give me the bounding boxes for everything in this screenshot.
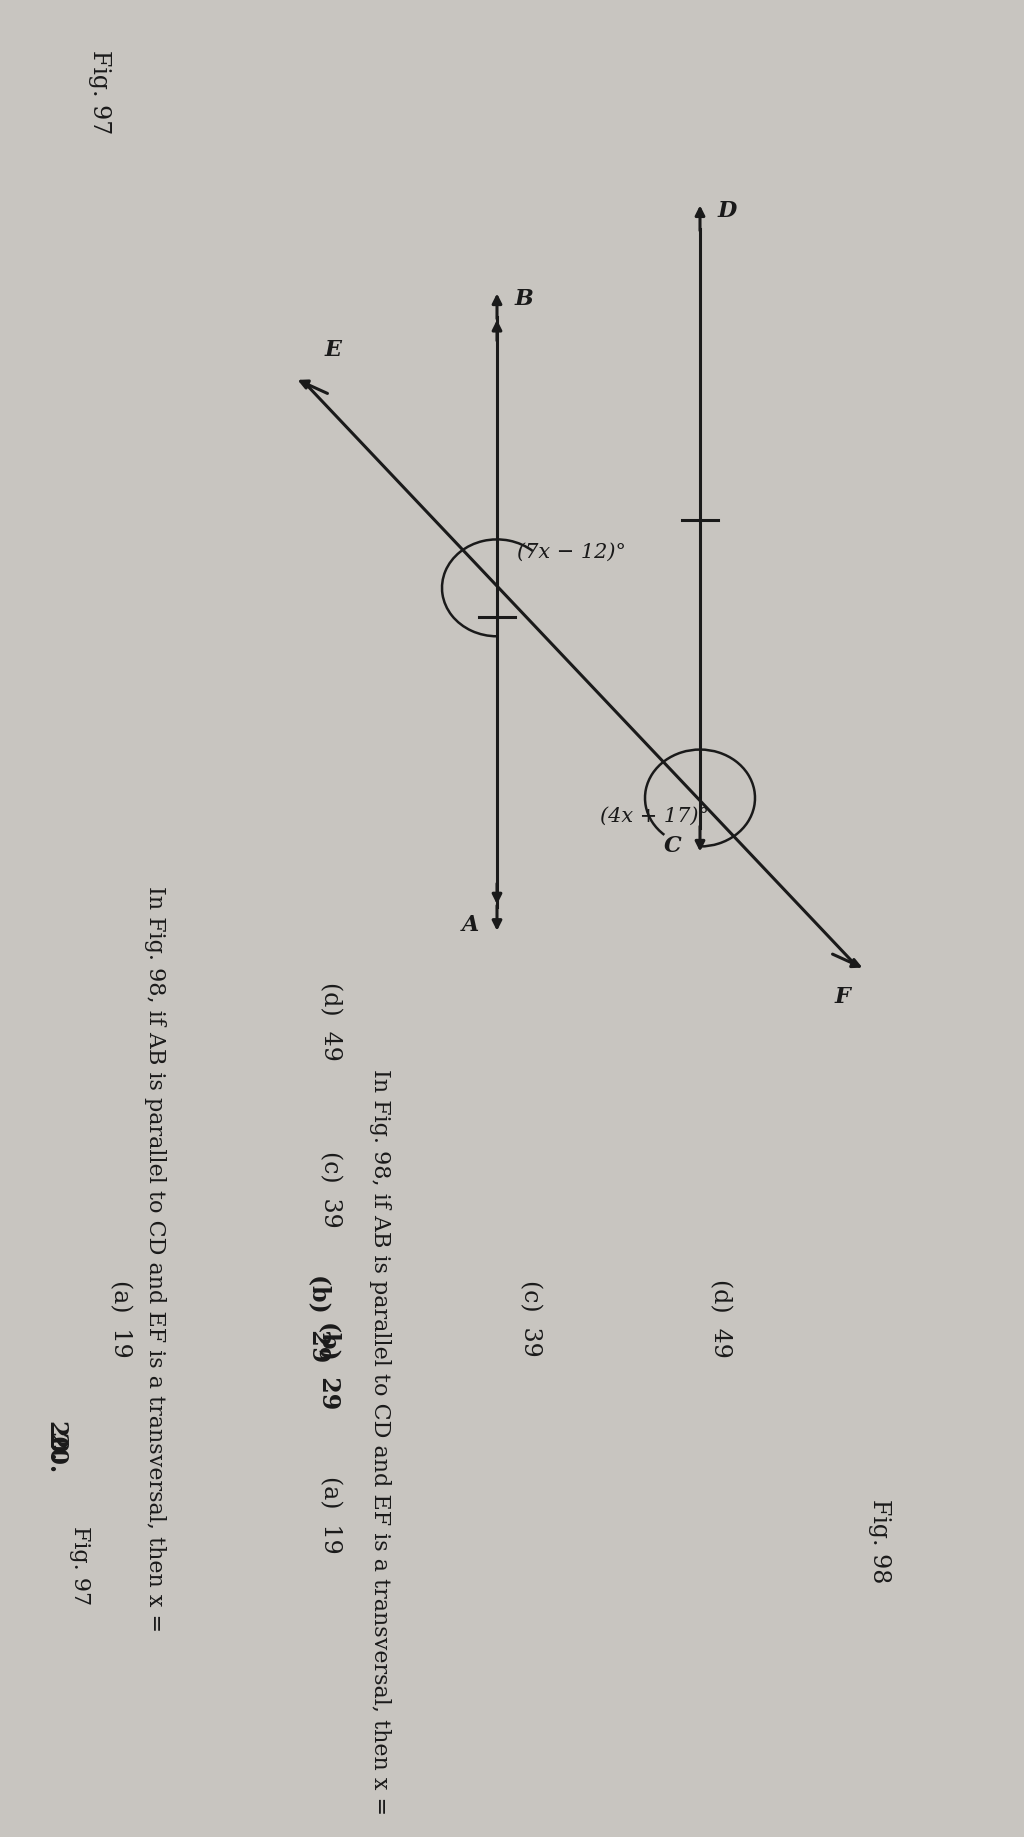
Text: (a)  19: (a) 19 (109, 1280, 131, 1358)
Text: Fig. 97: Fig. 97 (69, 1525, 91, 1606)
Text: (b)  29: (b) 29 (308, 1275, 332, 1363)
Text: 20.: 20. (43, 1422, 67, 1462)
Text: A: A (462, 913, 479, 935)
Text: B: B (515, 288, 534, 310)
Text: In Fig. 98, if AB is parallel to CD and EF is a transversal, then x =: In Fig. 98, if AB is parallel to CD and … (144, 887, 166, 1633)
Text: C: C (665, 834, 682, 856)
Text: E: E (325, 340, 342, 362)
Text: In Fig. 98, if AB is parallel to CD and EF is a transversal, then x =: In Fig. 98, if AB is parallel to CD and … (369, 1069, 391, 1815)
Text: (c)  39: (c) 39 (518, 1280, 542, 1358)
Text: (a)  19: (a) 19 (318, 1475, 341, 1554)
Text: D: D (718, 200, 737, 222)
Text: F: F (835, 986, 850, 1009)
Text: (4x + 17)°: (4x + 17)° (600, 806, 709, 827)
Text: (c)  39: (c) 39 (318, 1150, 341, 1227)
Text: (d)  49: (d) 49 (318, 983, 341, 1062)
Text: (d)  49: (d) 49 (709, 1279, 731, 1358)
Text: (b)  29: (b) 29 (318, 1321, 342, 1409)
Text: 20.: 20. (43, 1433, 67, 1473)
Text: Fig. 98: Fig. 98 (868, 1499, 892, 1583)
Text: (7x − 12)°: (7x − 12)° (517, 542, 626, 562)
Text: Fig. 97: Fig. 97 (88, 50, 112, 134)
